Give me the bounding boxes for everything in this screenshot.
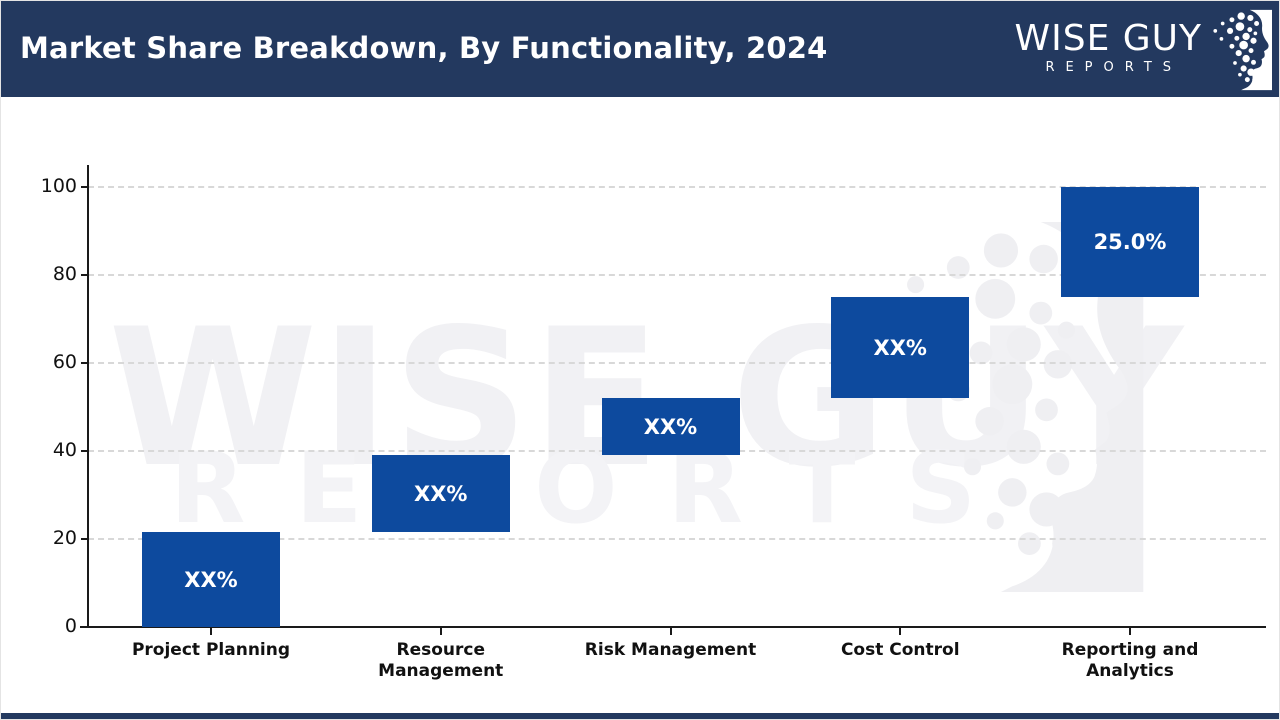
x-category-line: Cost Control [840, 640, 960, 660]
x-tick-3 [899, 628, 902, 635]
bar-value-label: XX% [184, 567, 238, 592]
x-category-line: Management [378, 661, 504, 681]
bar-resource-management: XX% [371, 455, 510, 533]
x-tick-4 [1129, 628, 1131, 635]
y-tick-label-80: 80 [52, 263, 77, 285]
x-category-label: Cost Control [805, 640, 995, 661]
x-tick-2 [669, 628, 672, 635]
bar-risk-management: XX% [601, 398, 740, 456]
brand-name: WISE GUY [1014, 18, 1202, 59]
x-category-label: Reporting and Analytics [1035, 640, 1225, 682]
header-bar: Market Share Breakdown, By Functionality… [0, 0, 1280, 97]
brand-logo: WISE GUY REPORTS [1015, 6, 1272, 92]
bar-reporting-and-analytics: 25.0% [1061, 187, 1199, 297]
y-axis-spine [87, 165, 89, 628]
gridline-20 [88, 538, 1266, 540]
x-category-line: Project Planning [131, 640, 291, 660]
x-category-line: Risk Management [584, 640, 757, 660]
bar-value-label: XX% [643, 414, 698, 439]
brand-subname: REPORTS [1045, 60, 1183, 75]
y-tick-100 [81, 186, 88, 188]
gridline-80 [88, 274, 1266, 276]
bar-value-label: XX% [873, 335, 927, 360]
footer-bar [0, 713, 1280, 720]
x-category-label: Resource Management [346, 640, 536, 682]
y-tick-60 [81, 362, 88, 364]
x-tick-1 [439, 628, 442, 635]
gridline-100 [88, 186, 1266, 188]
y-tick-label-100: 100 [40, 175, 77, 197]
bar-project-planning: XX% [142, 532, 280, 627]
bar-value-label: 25.0% [1093, 230, 1167, 254]
page-title: Market Share Breakdown, By Functionality… [20, 31, 828, 65]
x-axis-spine [80, 626, 1266, 628]
x-category-line: Analytics [1086, 661, 1174, 681]
y-tick-20 [81, 538, 88, 540]
y-tick-label-60: 60 [52, 351, 77, 373]
bar-cost-control: XX% [831, 297, 970, 399]
brand-logo-text: WISE GUY REPORTS [1014, 18, 1203, 76]
y-tick-40 [81, 450, 88, 452]
x-category-line: Resource [396, 640, 485, 660]
gridline-60 [88, 362, 1266, 364]
x-category-label: Project Planning [116, 640, 306, 661]
x-category-line: Reporting and [1061, 640, 1199, 660]
x-category-label: Risk Management [576, 640, 766, 661]
y-tick-label-40: 40 [52, 439, 77, 461]
dotted-face-profile-icon [1213, 9, 1272, 91]
x-tick-0 [210, 628, 212, 635]
bar-value-label: XX% [414, 481, 468, 506]
y-tick-label-20: 20 [52, 527, 77, 549]
y-tick-80 [81, 274, 88, 276]
y-tick-label-0: 0 [64, 615, 77, 637]
